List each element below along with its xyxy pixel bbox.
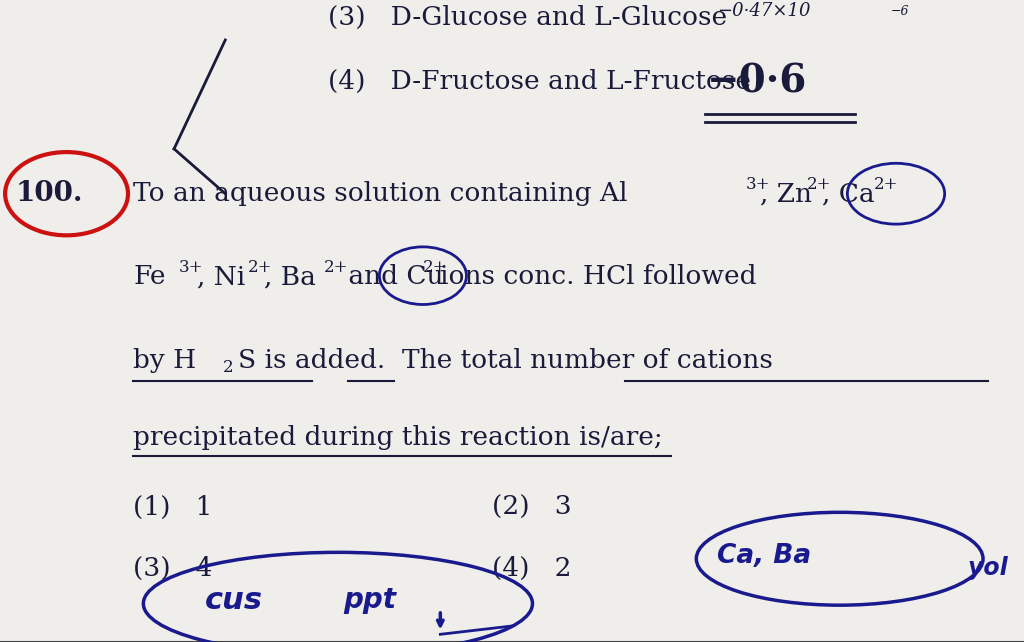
Text: (1)   1: (1) 1 xyxy=(133,495,213,520)
Text: Fe: Fe xyxy=(133,265,166,290)
Text: 2+: 2+ xyxy=(873,176,898,193)
Text: cus: cus xyxy=(205,586,263,615)
Text: 100.: 100. xyxy=(15,180,83,207)
Text: (4)   D-Fructose and L-Fructose: (4) D-Fructose and L-Fructose xyxy=(328,69,751,94)
Text: −6: −6 xyxy=(891,4,909,18)
Text: 2+: 2+ xyxy=(807,176,831,193)
Text: 2+: 2+ xyxy=(248,259,272,276)
Text: 3+: 3+ xyxy=(179,259,204,276)
Text: and Cu: and Cu xyxy=(340,265,443,290)
Text: −0·47×10: −0·47×10 xyxy=(717,2,810,20)
Text: 2+: 2+ xyxy=(324,259,348,276)
Text: (3)   D-Glucose and L-Glucose: (3) D-Glucose and L-Glucose xyxy=(328,5,727,30)
Text: (4)   2: (4) 2 xyxy=(492,556,571,581)
Text: To an aqueous solution containing Al: To an aqueous solution containing Al xyxy=(133,181,628,206)
Text: precipitated during this reaction is/are;: precipitated during this reaction is/are… xyxy=(133,424,663,449)
Text: 2+: 2+ xyxy=(423,259,447,276)
Text: 2: 2 xyxy=(223,360,233,376)
Text: by H: by H xyxy=(133,348,197,373)
Text: 3+: 3+ xyxy=(745,176,770,193)
Text: yol: yol xyxy=(968,557,1008,580)
Text: , Ni: , Ni xyxy=(197,265,245,290)
Text: S is added.  The total number of cations: S is added. The total number of cations xyxy=(238,348,772,373)
Text: (3)   4: (3) 4 xyxy=(133,556,213,581)
Text: , Ba: , Ba xyxy=(264,265,316,290)
Text: −0·6: −0·6 xyxy=(707,63,807,101)
Text: , Ca: , Ca xyxy=(822,181,874,206)
Text: , Zn: , Zn xyxy=(760,181,812,206)
Text: (2)   3: (2) 3 xyxy=(492,495,571,520)
Text: ppt: ppt xyxy=(343,586,396,614)
Text: Ca, Ba: Ca, Ba xyxy=(717,542,811,569)
Text: ions conc. HCl followed: ions conc. HCl followed xyxy=(440,265,757,290)
